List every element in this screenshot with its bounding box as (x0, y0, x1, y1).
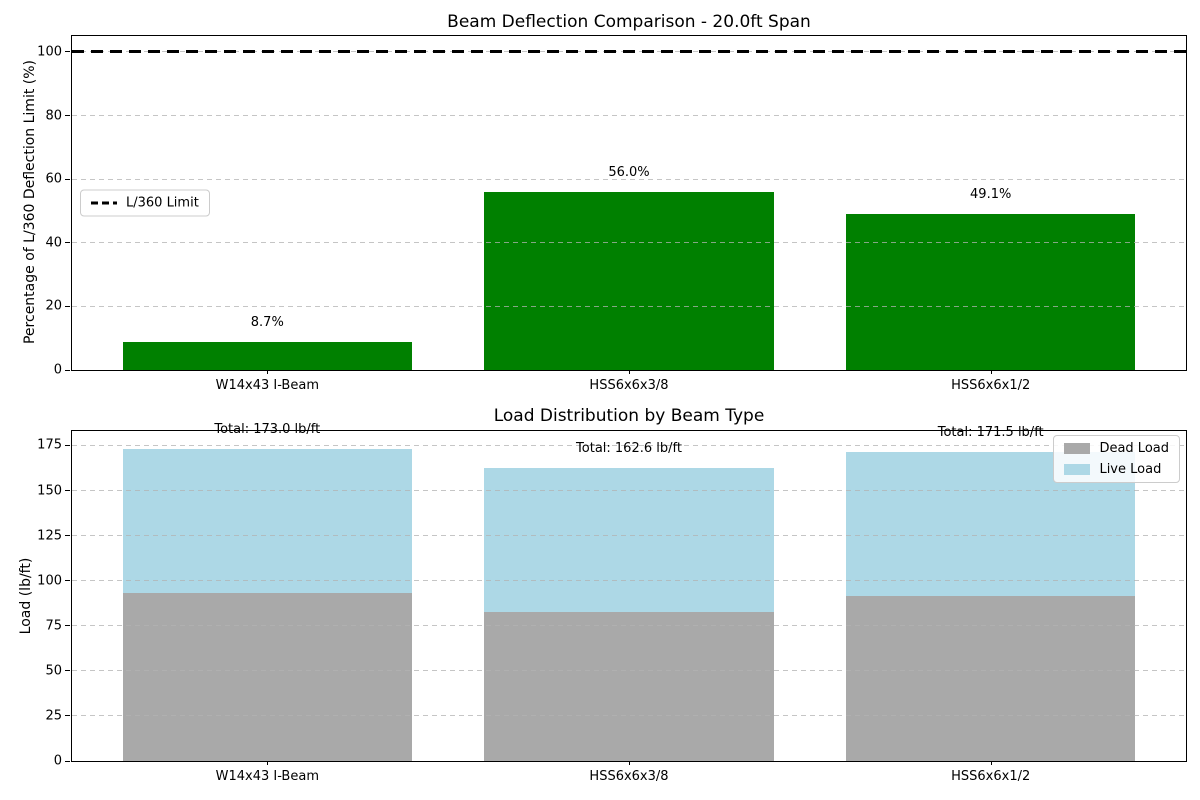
bar-w14x43-i-beam (122, 342, 412, 370)
y-tick-mark (65, 715, 70, 717)
bar-value-label: Total: 162.6 lb/ft (576, 440, 682, 456)
x-tick-mark (267, 370, 269, 374)
x-tick-mark (267, 761, 269, 765)
gridline (72, 580, 1186, 582)
bar-hss6x6x3-8 (484, 191, 774, 370)
legend: Dead Load Live Load (1053, 435, 1180, 483)
bar-value-label: 8.7% (250, 315, 284, 331)
x-tick-mark (990, 761, 992, 765)
gridline (72, 178, 1186, 180)
gridline (72, 242, 1186, 244)
gridline (72, 115, 1186, 117)
y-tick-mark (65, 115, 70, 117)
legend-item-dead-load: Dead Load (1064, 441, 1169, 456)
y-tick-mark (65, 535, 70, 537)
gridline (72, 715, 1186, 717)
legend: L/360 Limit (80, 189, 210, 217)
bar-value-label: Total: 173.0 lb/ft (214, 422, 321, 438)
bar-value-label: Total: 171.5 lb/ft (937, 424, 1044, 440)
y-tick-mark (65, 670, 70, 672)
legend-label: Live Load (1099, 462, 1162, 477)
legend-label: Dead Load (1099, 441, 1169, 456)
y-tick-label: 60 (45, 171, 62, 187)
l360-limit-line (72, 50, 1186, 54)
bar-hss6x6x3-8 (484, 467, 774, 761)
load-chart-title: Load Distribution by Beam Type (493, 406, 765, 426)
deflection-y-axis-label: Percentage of L/360 Deflection Limit (%) (22, 59, 38, 345)
bar-hss6x6x1-2 (846, 213, 1136, 370)
legend-swatch-live-load (1064, 464, 1091, 475)
x-tick-mark (990, 370, 992, 374)
y-tick-label: 40 (45, 235, 62, 251)
x-tick-label: HSS6x6x1/2 (951, 769, 1031, 784)
gridline (72, 625, 1186, 627)
y-tick-mark (65, 580, 70, 582)
y-tick-label: 80 (45, 108, 62, 124)
gridline (72, 444, 1186, 446)
y-tick-mark (65, 760, 70, 762)
deflection-plot-area: 0 20 40 60 80 100 8.7% W14x43 I-Beam 56.0% HSS6x6… (37, 35, 1187, 393)
gridline (72, 305, 1186, 307)
y-tick-mark (65, 369, 70, 371)
y-tick-label: 150 (37, 483, 62, 498)
y-tick-label: 175 (37, 437, 62, 453)
bar-segment-dead-load-w14x43-i-beam (122, 593, 412, 761)
y-tick-mark (65, 444, 70, 446)
y-tick-mark (65, 625, 70, 627)
gridline (72, 490, 1186, 491)
legend-item-l-360-limit: L/360 Limit (91, 196, 199, 211)
legend-swatch-dead-load (1064, 443, 1091, 454)
bar-hss6x6x1-2 (846, 451, 1136, 761)
y-tick-mark (65, 51, 70, 53)
y-tick-label: 50 (45, 663, 62, 679)
legend-item-live-load: Live Load (1064, 462, 1169, 477)
y-tick-label: 0 (53, 362, 62, 378)
legend-swatch-l-360-limit (91, 201, 117, 205)
gridline (72, 670, 1186, 672)
x-tick-label: HSS6x6x1/2 (951, 378, 1031, 393)
bar-w14x43-i-beam (122, 449, 412, 761)
x-tick-mark (629, 761, 630, 765)
bar-segment-live-load-hss6x6x3-8 (484, 467, 774, 613)
x-tick-label: HSS6x6x3/8 (589, 378, 669, 393)
bar-value-label: 49.1% (970, 186, 1012, 202)
x-tick-mark (629, 370, 630, 374)
legend-label: L/360 Limit (126, 195, 199, 211)
bar-value-label: 56.0% (608, 164, 650, 180)
y-tick-mark (65, 242, 70, 244)
y-tick-label: 25 (45, 708, 62, 724)
bar-segment-live-load-w14x43-i-beam (122, 449, 412, 594)
y-tick-label: 125 (37, 528, 62, 544)
y-tick-mark (65, 305, 70, 307)
load-plot-area: 0 25 50 75 100 125 150 175 Total: 173.0 lb/ft W14… (37, 422, 1187, 784)
bar-segment-dead-load-hss6x6x1-2 (846, 596, 1136, 761)
y-tick-mark (65, 490, 70, 491)
y-tick-label: 0 (53, 753, 62, 769)
x-tick-label: HSS6x6x3/8 (589, 769, 669, 784)
y-tick-label: 20 (45, 298, 62, 314)
load-y-axis-label: Load (lb/ft) (18, 557, 34, 635)
x-tick-label: W14x43 I-Beam (215, 378, 319, 393)
gridline (72, 535, 1186, 537)
x-tick-label: W14x43 I-Beam (215, 769, 319, 784)
y-tick-mark (65, 178, 70, 180)
deflection-chart-title: Beam Deflection Comparison - 20.0ft Span (447, 12, 811, 32)
y-tick-label: 100 (37, 573, 62, 589)
y-tick-label: 100 (37, 44, 62, 60)
bar-segment-dead-load-hss6x6x3-8 (484, 612, 774, 761)
y-tick-label: 75 (45, 618, 62, 634)
